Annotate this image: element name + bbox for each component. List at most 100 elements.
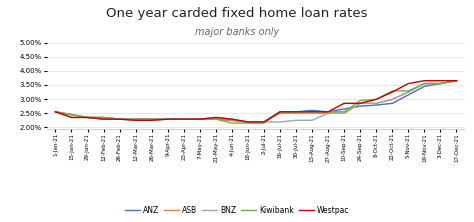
ANZ (85, 116, 91, 119)
Westpac (454, 79, 459, 82)
ASB (309, 112, 315, 115)
Westpac (213, 116, 219, 119)
BNZ (53, 111, 58, 113)
ASB (85, 116, 91, 119)
Westpac (374, 98, 379, 101)
ANZ (309, 109, 315, 112)
ASB (341, 112, 347, 115)
BNZ (309, 119, 315, 122)
Kiwibank (85, 116, 91, 119)
BNZ (133, 119, 138, 122)
ANZ (100, 116, 106, 119)
Kiwibank (374, 98, 379, 101)
Westpac (245, 121, 251, 123)
Line: Kiwibank: Kiwibank (55, 81, 456, 123)
BNZ (406, 91, 411, 93)
Westpac (133, 119, 138, 122)
Westpac (229, 118, 235, 121)
ASB (261, 121, 267, 123)
Kiwibank (100, 116, 106, 119)
ANZ (261, 121, 267, 123)
BNZ (261, 121, 267, 123)
ASB (69, 113, 74, 116)
Kiwibank (229, 122, 235, 125)
Westpac (149, 119, 155, 122)
ASB (213, 118, 219, 121)
Kiwibank (454, 79, 459, 82)
Kiwibank (325, 111, 331, 113)
BNZ (117, 118, 122, 121)
ASB (454, 79, 459, 82)
ANZ (277, 111, 283, 113)
ASB (100, 116, 106, 119)
ASB (197, 118, 203, 121)
ANZ (149, 118, 155, 121)
BNZ (197, 118, 203, 121)
BNZ (245, 121, 251, 123)
Westpac (277, 111, 283, 113)
BNZ (213, 116, 219, 119)
Westpac (325, 111, 331, 113)
Kiwibank (406, 89, 411, 92)
Westpac (390, 91, 395, 93)
Westpac (341, 102, 347, 105)
Kiwibank (277, 111, 283, 113)
Westpac (309, 111, 315, 113)
Kiwibank (341, 111, 347, 113)
Westpac (53, 111, 58, 113)
ANZ (421, 85, 427, 88)
Westpac (293, 111, 299, 113)
ASB (53, 111, 58, 113)
ANZ (213, 118, 219, 121)
Kiwibank (149, 118, 155, 121)
BNZ (293, 119, 299, 122)
BNZ (69, 116, 74, 119)
ANZ (341, 108, 347, 110)
ASB (149, 118, 155, 121)
Text: major banks only: major banks only (195, 27, 279, 37)
Kiwibank (438, 82, 443, 85)
Kiwibank (197, 118, 203, 121)
ASB (357, 102, 363, 105)
Kiwibank (421, 82, 427, 85)
BNZ (357, 102, 363, 105)
ANZ (293, 111, 299, 113)
ANZ (325, 111, 331, 113)
ANZ (374, 104, 379, 106)
Kiwibank (357, 99, 363, 102)
ANZ (438, 82, 443, 85)
Kiwibank (245, 122, 251, 125)
Kiwibank (69, 113, 74, 116)
Westpac (69, 116, 74, 119)
Westpac (357, 102, 363, 105)
Westpac (421, 79, 427, 82)
Westpac (165, 118, 171, 121)
BNZ (277, 121, 283, 123)
ANZ (229, 119, 235, 122)
Kiwibank (133, 118, 138, 121)
ASB (325, 112, 331, 115)
Kiwibank (390, 89, 395, 92)
ANZ (245, 121, 251, 123)
BNZ (341, 112, 347, 115)
Text: One year carded fixed home loan rates: One year carded fixed home loan rates (106, 7, 368, 20)
Line: BNZ: BNZ (55, 81, 456, 122)
ANZ (53, 111, 58, 113)
Westpac (117, 118, 122, 121)
Kiwibank (117, 118, 122, 121)
Legend: ANZ, ASB, BNZ, Kiwibank, Westpac: ANZ, ASB, BNZ, Kiwibank, Westpac (121, 203, 353, 218)
ANZ (197, 118, 203, 121)
BNZ (149, 119, 155, 122)
Kiwibank (293, 111, 299, 113)
ASB (245, 121, 251, 123)
BNZ (229, 118, 235, 121)
ANZ (69, 113, 74, 116)
Westpac (197, 118, 203, 121)
BNZ (390, 98, 395, 101)
Westpac (438, 79, 443, 82)
ASB (165, 118, 171, 121)
ASB (293, 112, 299, 115)
Kiwibank (181, 118, 187, 121)
Westpac (85, 116, 91, 119)
ASB (438, 82, 443, 85)
